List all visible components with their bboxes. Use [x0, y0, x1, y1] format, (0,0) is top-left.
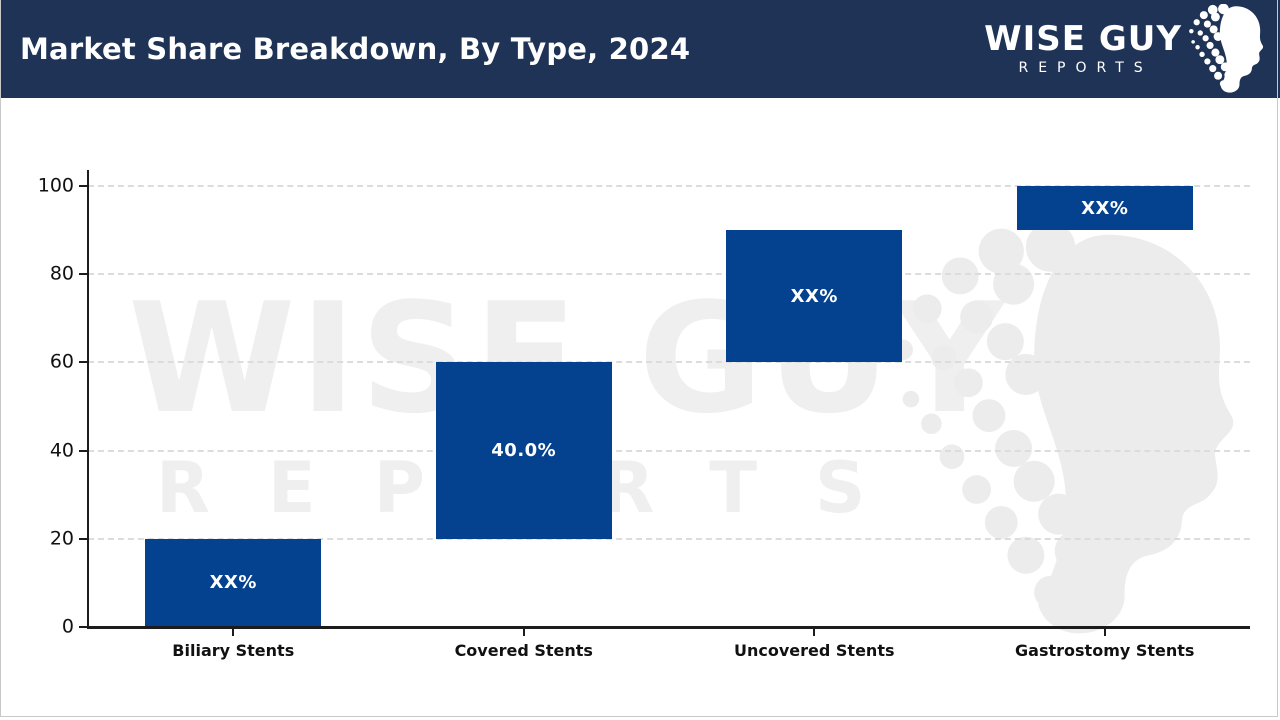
y-tick-label: 0	[61, 615, 74, 638]
wise-guy-logo: WISE GUY REPORTS	[984, 4, 1268, 94]
x-tick-mark	[232, 627, 235, 636]
y-tick-mark	[79, 185, 88, 187]
bar-uncovered-stents: XX%	[726, 230, 903, 363]
x-axis-label: Biliary Stents	[172, 641, 295, 660]
gridline-100	[88, 185, 1250, 187]
gridline-80	[88, 273, 1250, 276]
gridline-20	[88, 537, 1250, 540]
y-tick-label: 40	[49, 439, 74, 462]
x-axis-line	[87, 626, 1250, 629]
watermark-head-icon	[892, 226, 1234, 634]
x-tick-mark	[522, 627, 525, 636]
y-tick-mark	[79, 537, 88, 540]
chart-title: Market Share Breakdown, By Type, 2024	[20, 32, 691, 66]
x-axis-label: Gastrostomy Stents	[1015, 641, 1195, 660]
x-axis-label: Covered Stents	[454, 641, 593, 660]
bar-covered-stents: 40.0%	[435, 362, 612, 539]
bar-value-label: XX%	[790, 285, 838, 307]
y-tick-mark	[79, 626, 88, 628]
chart-area: WISE GUY REPORTS 020406080100XX%Biliary …	[0, 98, 1280, 717]
y-tick-mark	[79, 361, 88, 364]
y-tick-label: 20	[49, 527, 74, 550]
logo-wordmark: WISE GUY	[984, 19, 1182, 60]
bar-biliary-stents: XX%	[145, 538, 322, 627]
x-tick-mark	[1103, 627, 1106, 636]
x-tick-mark	[813, 627, 816, 636]
y-axis-line	[87, 170, 89, 628]
plot-region: 0 20 40 60 80 100 XX% Biliary Stents 40.0% Covere…	[0, 98, 1280, 717]
x-axis-label: Uncovered Stents	[734, 641, 895, 660]
gridline-40	[88, 449, 1250, 452]
logo-subtitle: REPORTS	[1018, 59, 1153, 76]
logo-head-icon	[1189, 4, 1264, 93]
bar-value-label: 40.0%	[491, 440, 557, 462]
bar-gastrostomy-stents: XX%	[1016, 186, 1193, 231]
bar-value-label: XX%	[209, 572, 257, 594]
y-tick-label: 80	[49, 262, 74, 285]
logo-text: WISE GUY REPORTS	[984, 19, 1182, 76]
bar-value-label: XX%	[1081, 197, 1129, 219]
y-tick-mark	[79, 273, 88, 276]
y-tick-label: 60	[49, 350, 74, 373]
header-bar: Market Share Breakdown, By Type, 2024 WI…	[0, 0, 1280, 98]
y-tick-label: 100	[37, 174, 74, 197]
gridline-60	[88, 361, 1250, 364]
y-tick-mark	[79, 449, 88, 452]
